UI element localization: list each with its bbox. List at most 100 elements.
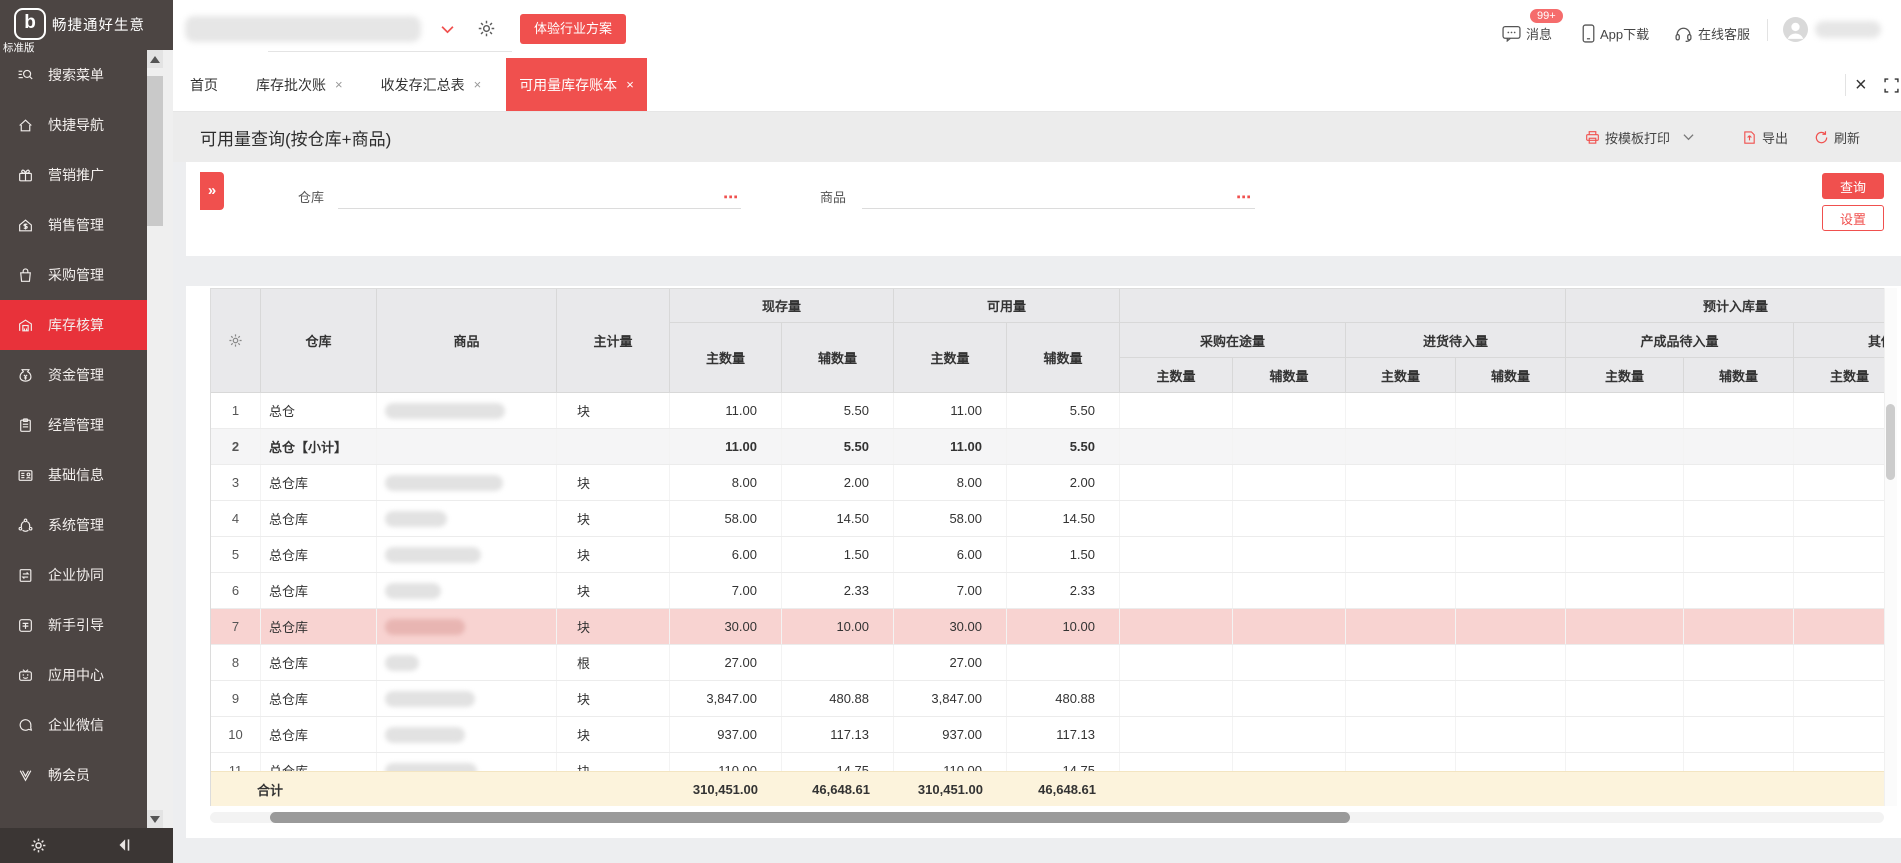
app-download-button[interactable]: App下载 <box>1582 24 1649 43</box>
cell-unit: 块 <box>557 465 670 500</box>
sidebar-item-14[interactable]: 畅会员 <box>0 750 147 800</box>
table-row[interactable]: 9 总仓库块 3,847.00 480.88 3,847.00 480.88 <box>211 681 1884 717</box>
avatar[interactable] <box>1783 17 1808 42</box>
header-group-stock[interactable]: 现存量 <box>670 289 894 323</box>
warehouse-picker-ellipsis[interactable]: ⋯ <box>723 189 739 206</box>
cell-stock_main: 8.00 <box>670 465 782 500</box>
sidebar-item-13[interactable]: 企业微信 <box>0 700 147 750</box>
header-group-expected-in[interactable]: 预计入库量 <box>1566 289 1884 323</box>
close-tab-icon[interactable]: × <box>626 77 634 92</box>
scroll-up-icon[interactable] <box>147 50 163 68</box>
header-finished-pending[interactable]: 产成品待入量 <box>1566 323 1794 358</box>
cell-empty <box>1456 645 1566 680</box>
query-button[interactable]: 查询 <box>1822 173 1884 199</box>
product-name-redacted <box>377 429 557 464</box>
product-name-redacted <box>377 573 557 608</box>
vertical-scroll-thumb[interactable] <box>1886 404 1895 480</box>
horizontal-scroll-thumb[interactable] <box>270 812 1350 823</box>
header-qty-main[interactable]: 主数量 <box>670 323 782 393</box>
table-row[interactable]: 8 总仓库根 27.00 27.00 <box>211 645 1884 681</box>
chevron-down-icon[interactable] <box>441 25 454 34</box>
header-qty-aux[interactable]: 辅数量 <box>1233 358 1346 393</box>
cell-no: 5 <box>211 537 261 572</box>
header-purchase-pending[interactable]: 进货待入量 <box>1346 323 1566 358</box>
warehouse-filter-input[interactable] <box>338 208 741 209</box>
export-button[interactable]: 导出 <box>1742 112 1788 162</box>
table-row[interactable]: 6 总仓库块 7.00 2.33 7.00 2.33 <box>211 573 1884 609</box>
table-row[interactable]: 5 总仓库块 6.00 1.50 6.00 1.50 <box>211 537 1884 573</box>
table-row[interactable]: 2 总仓【小计】 11.00 5.50 11.00 5.50 <box>211 429 1884 465</box>
product-filter-input[interactable] <box>862 208 1255 209</box>
settings-gear-icon[interactable] <box>30 837 47 854</box>
trial-plan-button[interactable]: 体验行业方案 <box>520 14 627 44</box>
header-qty-main[interactable]: 主数量 <box>1794 358 1884 393</box>
header-qty-main[interactable]: 主数量 <box>1346 358 1456 393</box>
sidebar-item-7[interactable]: 经营管理 <box>0 400 147 450</box>
table-row[interactable]: 3 总仓库块 8.00 2.00 8.00 2.00 <box>211 465 1884 501</box>
cell-empty <box>1120 501 1233 536</box>
close-tab-icon[interactable]: × <box>473 77 482 92</box>
sidebar-item-9[interactable]: 系统管理 <box>0 500 147 550</box>
header-qty-main[interactable]: 主数量 <box>1120 358 1233 393</box>
cell-warehouse: 总仓库 <box>261 501 377 536</box>
header-base-unit[interactable]: 主计量 <box>557 289 670 393</box>
user-name-redacted <box>1815 21 1881 38</box>
header-other-pending[interactable]: 其他待入量 <box>1794 323 1884 358</box>
sidebar-scroll-thumb[interactable] <box>147 76 163 226</box>
sidebar-item-0[interactable]: 搜索菜单 <box>0 50 147 100</box>
product-picker-ellipsis[interactable]: ⋯ <box>1236 189 1252 206</box>
total-avail-main: 310,451.00 <box>917 781 983 797</box>
sidebar-item-12[interactable]: 应用中心 <box>0 650 147 700</box>
vertical-scrollbar[interactable] <box>1884 288 1897 806</box>
cell-empty <box>1346 717 1456 752</box>
header-group-available[interactable]: 可用量 <box>894 289 1120 323</box>
sidebar-item-3[interactable]: 销售管理 <box>0 200 147 250</box>
table-row[interactable]: 1 总仓块 11.00 5.50 11.00 5.50 <box>211 393 1884 429</box>
tab-inout-summary[interactable]: 收发存汇总表 × <box>368 58 495 111</box>
header-qty-aux[interactable]: 辅数量 <box>782 323 894 393</box>
sidebar-item-1[interactable]: 快捷导航 <box>0 100 147 150</box>
sidebar-item-11[interactable]: 新手引导 <box>0 600 147 650</box>
sidebar-item-2[interactable]: 营销推广 <box>0 150 147 200</box>
sidebar-item-6[interactable]: 资金管理 <box>0 350 147 400</box>
chevron-down-icon[interactable] <box>1683 133 1694 141</box>
tab-available-ledger[interactable]: 可用量库存账本 × <box>506 58 647 111</box>
messages-button[interactable]: 消息 <box>1502 24 1552 43</box>
sidebar-item-5[interactable]: 库存核算 <box>0 300 147 350</box>
table-row[interactable]: 7 总仓库块 30.00 10.00 30.00 10.00 <box>211 609 1884 645</box>
tab-home[interactable]: 首页 <box>177 58 231 111</box>
gear-icon[interactable] <box>477 19 496 38</box>
header-qty-aux[interactable]: 辅数量 <box>1684 358 1794 393</box>
product-name-redacted <box>377 645 557 680</box>
online-support-button[interactable]: 在线客服 <box>1674 24 1750 43</box>
header-product[interactable]: 商品 <box>377 289 557 393</box>
tab-inventory-batch[interactable]: 库存批次账 × <box>243 58 356 111</box>
table-row[interactable]: 10 总仓库块 937.00 117.13 937.00 117.13 <box>211 717 1884 753</box>
cell-stock_aux: 14.50 <box>782 501 894 536</box>
header-purchase-transit[interactable]: 采购在途量 <box>1120 323 1346 358</box>
header-qty-aux[interactable]: 辅数量 <box>1456 358 1566 393</box>
expand-filters-button[interactable]: » <box>200 172 224 210</box>
settings-button[interactable]: 设置 <box>1822 205 1884 231</box>
sidebar-item-10[interactable]: 企业协同 <box>0 550 147 600</box>
refresh-button[interactable]: 刷新 <box>1814 112 1860 162</box>
collapse-sidebar-icon[interactable] <box>115 837 133 853</box>
sidebar-menu: 搜索菜单 快捷导航 营销推广 销售管理 采购管理 库存核算 资金管理 经营管理 基础信息 系统管理… <box>0 50 147 800</box>
sidebar-scrollbar[interactable] <box>147 50 173 828</box>
close-all-tabs-button[interactable]: × <box>1855 73 1867 96</box>
table-row[interactable]: 4 总仓库块 58.00 14.50 58.00 14.50 <box>211 501 1884 537</box>
horizontal-scrollbar[interactable] <box>210 812 1884 823</box>
fullscreen-icon[interactable] <box>1884 58 1899 112</box>
scroll-down-icon[interactable] <box>147 810 163 828</box>
column-settings-gear-icon[interactable] <box>211 289 261 393</box>
header-warehouse[interactable]: 仓库 <box>261 289 377 393</box>
cell-empty <box>1346 429 1456 464</box>
header-qty-main[interactable]: 主数量 <box>894 323 1007 393</box>
print-by-template-button[interactable]: 按模板打印 <box>1585 112 1694 162</box>
header-qty-main[interactable]: 主数量 <box>1566 358 1684 393</box>
sidebar-item-label: 企业微信 <box>48 717 104 733</box>
close-tab-icon[interactable]: × <box>335 77 343 92</box>
sidebar-item-4[interactable]: 采购管理 <box>0 250 147 300</box>
sidebar-item-8[interactable]: 基础信息 <box>0 450 147 500</box>
header-qty-aux[interactable]: 辅数量 <box>1007 323 1120 393</box>
